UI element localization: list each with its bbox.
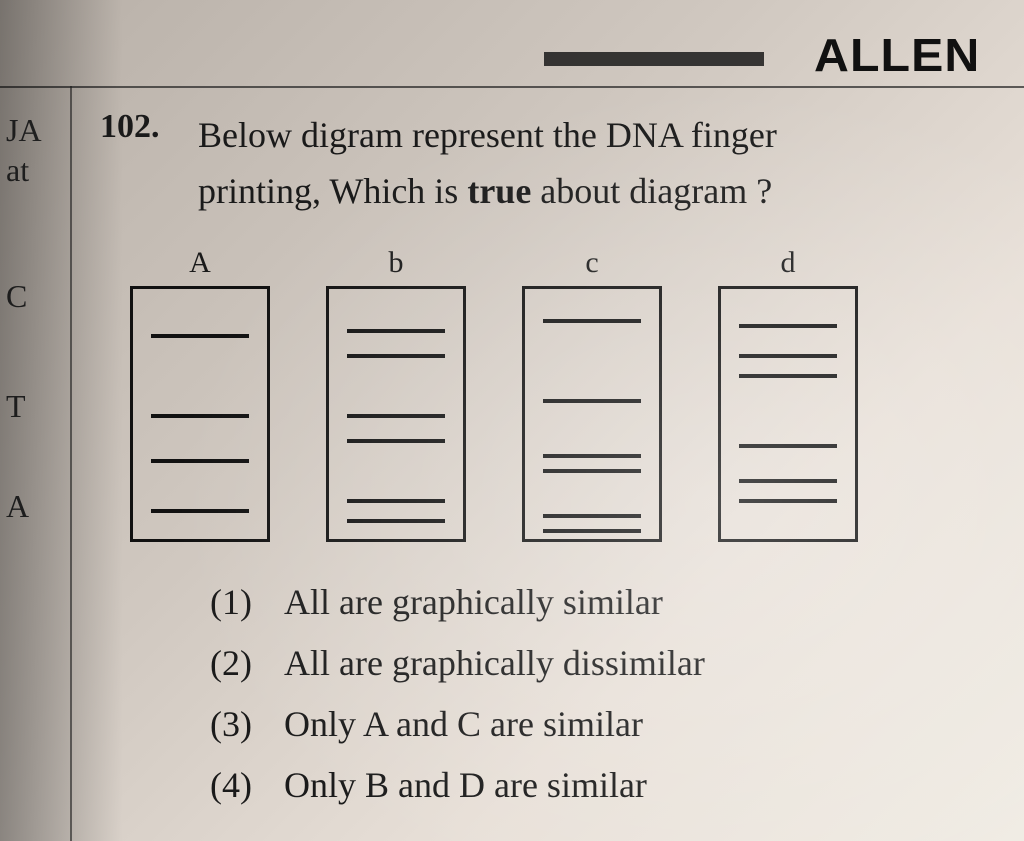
dna-band (739, 354, 837, 358)
answer-options: (1)All are graphically similar(2)All are… (210, 572, 984, 817)
dna-band (543, 319, 641, 323)
dna-band (151, 459, 249, 463)
lane-label: c (585, 246, 598, 280)
question-line1: Below digram represent the DNA finger (198, 115, 777, 155)
dna-band (739, 479, 837, 483)
gel-box (130, 286, 270, 542)
edge-letter: A (6, 488, 29, 525)
lane-label: b (389, 246, 404, 280)
option-row: (4)Only B and D are similar (210, 755, 984, 816)
top-rule (0, 86, 1024, 88)
option-text: All are graphically similar (284, 572, 663, 633)
option-number: (2) (210, 633, 270, 694)
question-block: 102. Below digram represent the DNA fing… (100, 108, 984, 816)
lane-label: A (189, 246, 211, 280)
option-row: (3)Only A and C are similar (210, 694, 984, 755)
dna-band (739, 444, 837, 448)
dna-band (543, 529, 641, 533)
margin-rule (70, 86, 72, 841)
brand-accent-bar (544, 52, 764, 66)
edge-letter: JA (6, 112, 42, 149)
dna-band (347, 499, 445, 503)
edge-letter: T (6, 388, 26, 425)
dna-band (543, 514, 641, 518)
option-number: (4) (210, 755, 270, 816)
option-number: (3) (210, 694, 270, 755)
gel-box (718, 286, 858, 542)
option-text: All are graphically dissimilar (284, 633, 705, 694)
option-row: (1)All are graphically similar (210, 572, 984, 633)
question-text: Below digram represent the DNA finger pr… (198, 108, 777, 220)
dna-band (543, 399, 641, 403)
dna-band (739, 499, 837, 503)
dna-band (739, 374, 837, 378)
question-number: 102. (100, 108, 180, 220)
dna-band (151, 509, 249, 513)
edge-letter: at (6, 152, 29, 189)
dna-lanes: Ab c d (130, 246, 984, 542)
question-line2-post: about diagram ? (531, 171, 772, 211)
brand-logo: ALLEN (814, 28, 980, 82)
dna-band (151, 414, 249, 418)
lane: A (130, 246, 270, 542)
option-text: Only A and C are similar (284, 694, 643, 755)
dna-band (347, 439, 445, 443)
page-edge-letters: JAat C T A (6, 0, 66, 841)
lane: b (326, 246, 466, 542)
dna-band (347, 329, 445, 333)
dna-band (543, 454, 641, 458)
option-number: (1) (210, 572, 270, 633)
dna-band (347, 414, 445, 418)
gel-box (522, 286, 662, 542)
dna-band (543, 469, 641, 473)
dna-band (347, 354, 445, 358)
lane-label: d (781, 246, 796, 280)
gel-box (326, 286, 466, 542)
question-line2-bold: true (467, 171, 531, 211)
lane: d (718, 246, 858, 542)
lane: c (522, 246, 662, 542)
option-text: Only B and D are similar (284, 755, 647, 816)
option-row: (2)All are graphically dissimilar (210, 633, 984, 694)
dna-band (347, 519, 445, 523)
dna-band (151, 334, 249, 338)
question-line2-pre: printing, Which is (198, 171, 467, 211)
dna-band (739, 324, 837, 328)
edge-letter: C (6, 278, 27, 315)
